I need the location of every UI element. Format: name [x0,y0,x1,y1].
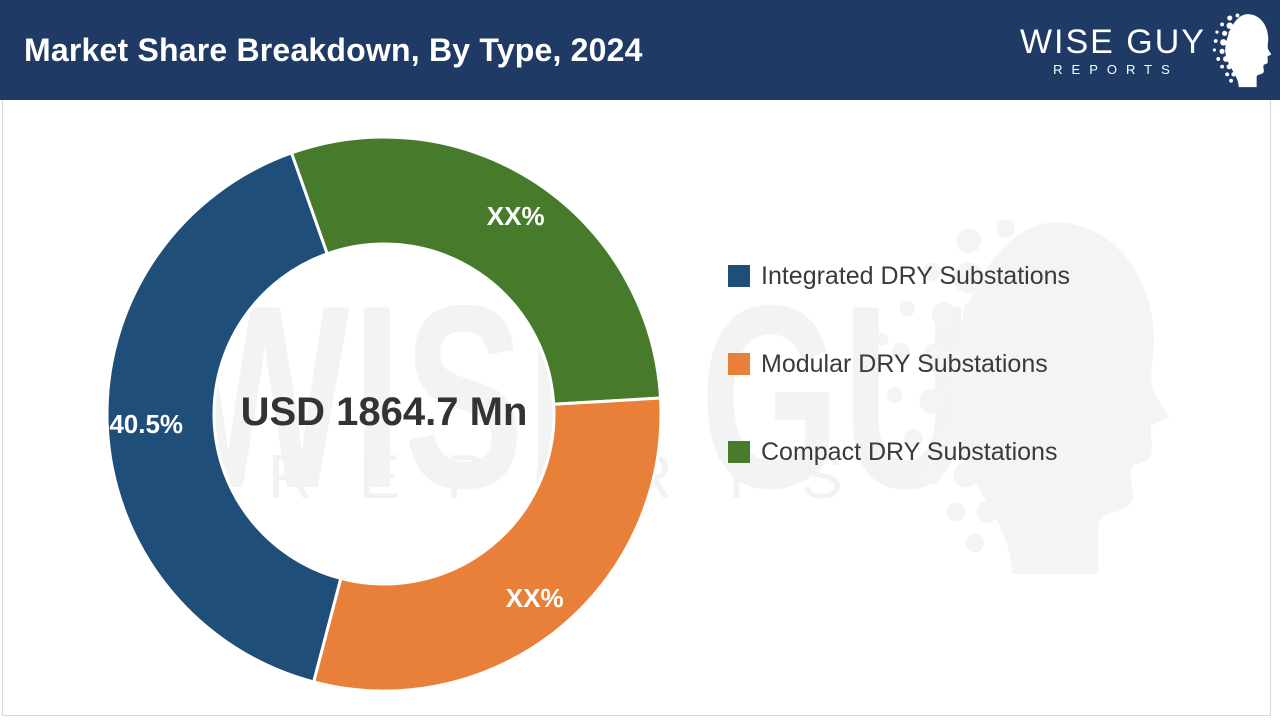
donut-chart: 40.5% XX% XX% [105,135,663,693]
legend-item: Modular DRY Substations [728,350,1070,378]
legend-label: Modular DRY Substations [761,350,1048,378]
page-title: Market Share Breakdown, By Type, 2024 [24,32,643,68]
legend-item: Integrated DRY Substations [728,262,1070,290]
watermark-face-icon [876,219,1170,574]
segment-percent-label: 40.5% [109,409,183,439]
brand-tagline: REPORTS [1053,61,1179,77]
chart-legend: Integrated DRY Substations Modular DRY S… [728,262,1070,526]
legend-label: Integrated DRY Substations [761,262,1070,290]
header-bar: Market Share Breakdown, By Type, 2024 WI… [0,0,1280,100]
brand-name: WISE GUY [1019,22,1206,61]
legend-swatch-modular [728,353,750,375]
brand-wordmark: WISE GUY REPORTS [1020,24,1206,77]
donut-segment [105,150,343,684]
legend-swatch-compact [728,441,750,463]
brand-logo: WISE GUY REPORTS [1020,10,1272,90]
brand-face-icon [1212,13,1272,88]
legend-item: Compact DRY Substations [728,438,1070,466]
donut-center-label: USD 1864.7 Mn [240,390,528,434]
segment-percent-label: XX% [487,201,545,231]
donut-segment [289,135,663,406]
legend-label: Compact DRY Substations [761,438,1058,466]
donut-segment [311,396,663,693]
segment-percent-label: XX% [506,583,564,613]
legend-swatch-integrated [728,265,750,287]
